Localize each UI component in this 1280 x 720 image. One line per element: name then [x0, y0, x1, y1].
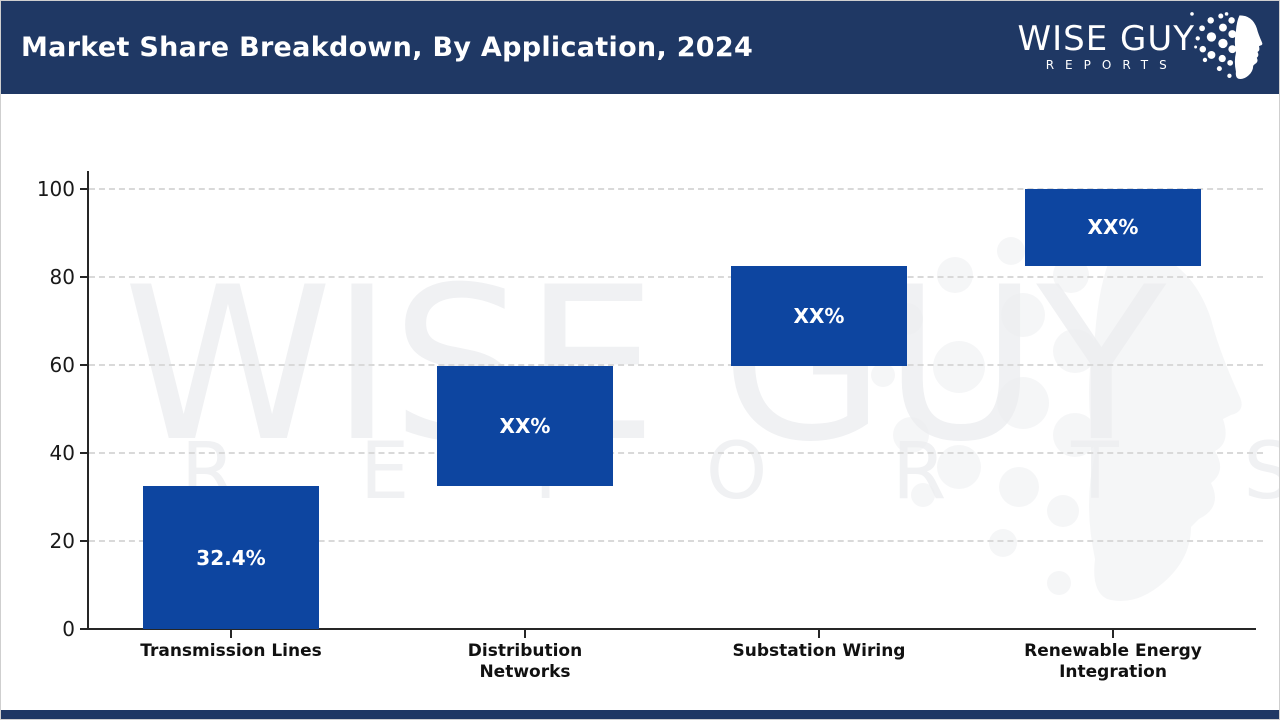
category-label-1: Distribution Networks [467, 641, 583, 682]
logo-wordmark: WISE GUY [1017, 18, 1195, 59]
x-tick-1 [524, 630, 526, 638]
y-tick-label-100: 100 [36, 177, 75, 201]
y-tick-label-40: 40 [49, 441, 75, 465]
bar-value-label: XX% [499, 414, 551, 439]
gridline-20 [89, 540, 1263, 542]
category-label-3: Renewable Energy Integration [1024, 641, 1202, 682]
logo-subtitle: REPORTS [1045, 58, 1178, 73]
footer-band [1, 710, 1279, 719]
category-label-0: Transmission Lines [140, 641, 322, 661]
y-tick-label-80: 80 [49, 265, 75, 289]
x-axis-line [87, 628, 1256, 630]
gridline-80 [89, 276, 1263, 278]
x-tick-0 [230, 630, 232, 638]
wise-guy-reports-logo: WISE GUY REPORTS [1017, 11, 1267, 83]
bar-0: 32.4% [143, 486, 319, 629]
watermark-subtitle: R E P O R T S [181, 427, 1280, 517]
bar-value-label: XX% [1087, 215, 1139, 240]
y-tick-label-60: 60 [49, 353, 75, 377]
y-tick-40 [80, 452, 88, 454]
category-label-2: Substation Wiring [732, 641, 906, 661]
bar-2: XX% [731, 265, 907, 366]
y-tick-label-0: 0 [62, 617, 75, 641]
bar-3: XX% [1025, 189, 1201, 266]
y-tick-60 [80, 364, 88, 366]
y-tick-80 [80, 276, 88, 278]
header-band: Market Share Breakdown, By Application, … [1, 1, 1279, 94]
gridline-100 [89, 188, 1263, 190]
dotted-head-icon [1190, 12, 1263, 80]
y-tick-label-20: 20 [49, 529, 75, 553]
logo-text: WISE GUY REPORTS [1017, 18, 1195, 73]
bar-1: XX% [437, 365, 613, 487]
chart-title: Market Share Breakdown, By Application, … [21, 32, 754, 63]
gridline-60 [89, 364, 1263, 366]
y-tick-100 [80, 188, 88, 190]
bar-value-label: 32.4% [196, 545, 266, 570]
gridline-40 [89, 452, 1263, 454]
y-axis-line [87, 171, 89, 629]
y-tick-0 [80, 628, 88, 630]
bar-value-label: XX% [793, 303, 845, 328]
x-tick-2 [818, 630, 820, 638]
y-tick-20 [80, 540, 88, 542]
x-tick-3 [1112, 630, 1114, 638]
